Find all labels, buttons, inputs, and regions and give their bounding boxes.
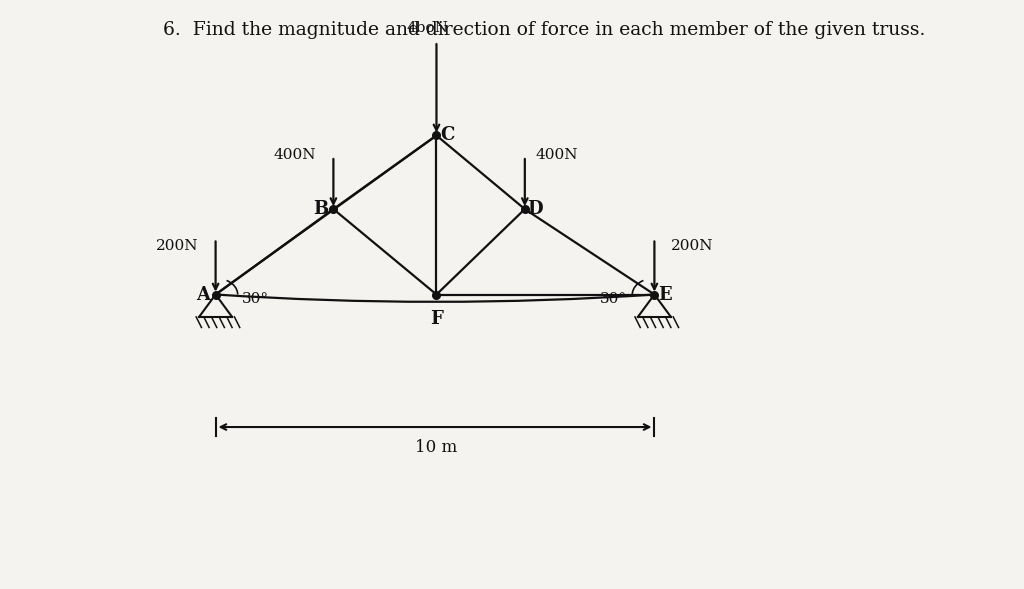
- Text: 30°: 30°: [600, 292, 627, 306]
- Text: E: E: [658, 286, 672, 303]
- Text: 400N: 400N: [536, 148, 579, 162]
- Text: A: A: [196, 286, 210, 303]
- Text: 6.  Find the magnitude and direction of force in each member of the given truss.: 6. Find the magnitude and direction of f…: [163, 21, 925, 39]
- Text: 200N: 200N: [156, 239, 199, 253]
- Text: 30°: 30°: [242, 292, 269, 306]
- Text: D: D: [527, 200, 544, 218]
- Text: F: F: [430, 310, 443, 328]
- Text: 10 m: 10 m: [416, 439, 458, 456]
- Text: 400N: 400N: [273, 148, 316, 162]
- Text: 4boN: 4boN: [407, 21, 449, 35]
- Text: C: C: [440, 127, 455, 144]
- Text: 200N: 200N: [672, 239, 714, 253]
- Text: B: B: [312, 200, 328, 218]
